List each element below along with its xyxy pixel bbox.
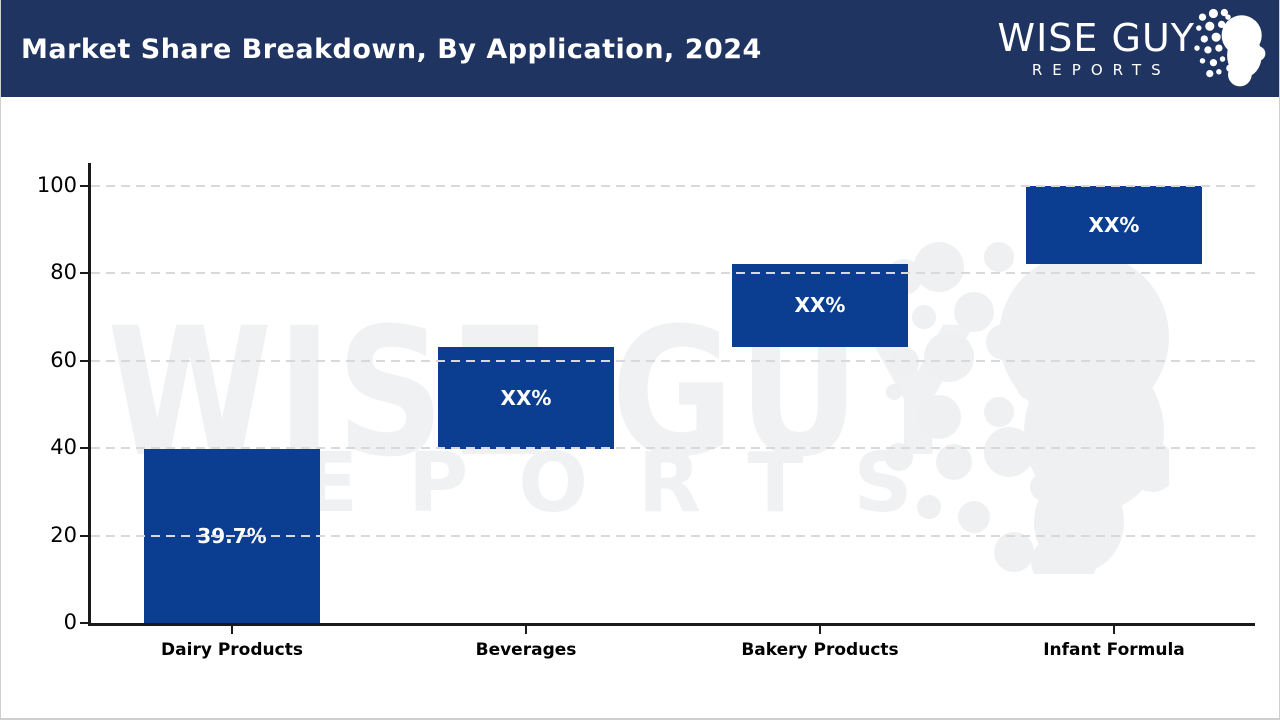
x-category-label: Infant Formula [1043, 640, 1185, 660]
chart-title: Market Share Breakdown, By Application, … [21, 34, 762, 65]
y-gridline [91, 272, 1255, 275]
y-gridline [91, 447, 1255, 450]
bar-bakery-products: XX% [732, 263, 908, 347]
y-gridline [91, 359, 1255, 362]
y-tick-mark [80, 272, 88, 275]
logo-text: WISE GUY REPORTS [998, 19, 1195, 79]
y-tick-label: 20 [50, 522, 77, 547]
y-tick-mark [80, 447, 88, 450]
bar-infant-formula: XX% [1026, 185, 1202, 264]
y-tick-mark [80, 359, 88, 362]
bar-beverages: XX% [438, 346, 614, 450]
wise-guy-logo: WISE GUY REPORTS [998, 8, 1267, 90]
x-tick-mark [1113, 626, 1115, 634]
bar-value-label: XX% [794, 293, 846, 318]
y-tick-label: 80 [50, 260, 77, 285]
x-tick-mark [231, 626, 233, 634]
y-tick-mark [80, 534, 88, 537]
y-tick-label: 40 [50, 435, 77, 460]
y-tick-mark [80, 622, 88, 624]
y-gridline [91, 184, 1255, 187]
x-category-label: Beverages [475, 640, 577, 660]
logo-brand-sub: REPORTS [1031, 61, 1171, 79]
y-tick-mark [80, 184, 88, 187]
watermark-head-icon [885, 242, 1169, 574]
logo-brand-name: WISE GUY [997, 16, 1195, 60]
y-axis-line [88, 163, 91, 625]
bar-value-label: XX% [1088, 212, 1140, 237]
y-tick-label: 100 [36, 172, 77, 197]
y-tick-label: 0 [63, 610, 77, 634]
x-category-label: Dairy Products [161, 640, 303, 660]
y-tick-label: 60 [50, 347, 77, 372]
x-tick-mark [525, 626, 527, 634]
y-gridline [91, 534, 1255, 537]
header-band: Market Share Breakdown, By Application, … [1, 0, 1279, 97]
x-axis-line [88, 623, 1255, 626]
logo-head-icon [1194, 8, 1266, 87]
x-tick-mark [819, 626, 821, 634]
bar-value-label: XX% [500, 386, 552, 410]
x-category-label: Bakery Products [741, 640, 899, 660]
